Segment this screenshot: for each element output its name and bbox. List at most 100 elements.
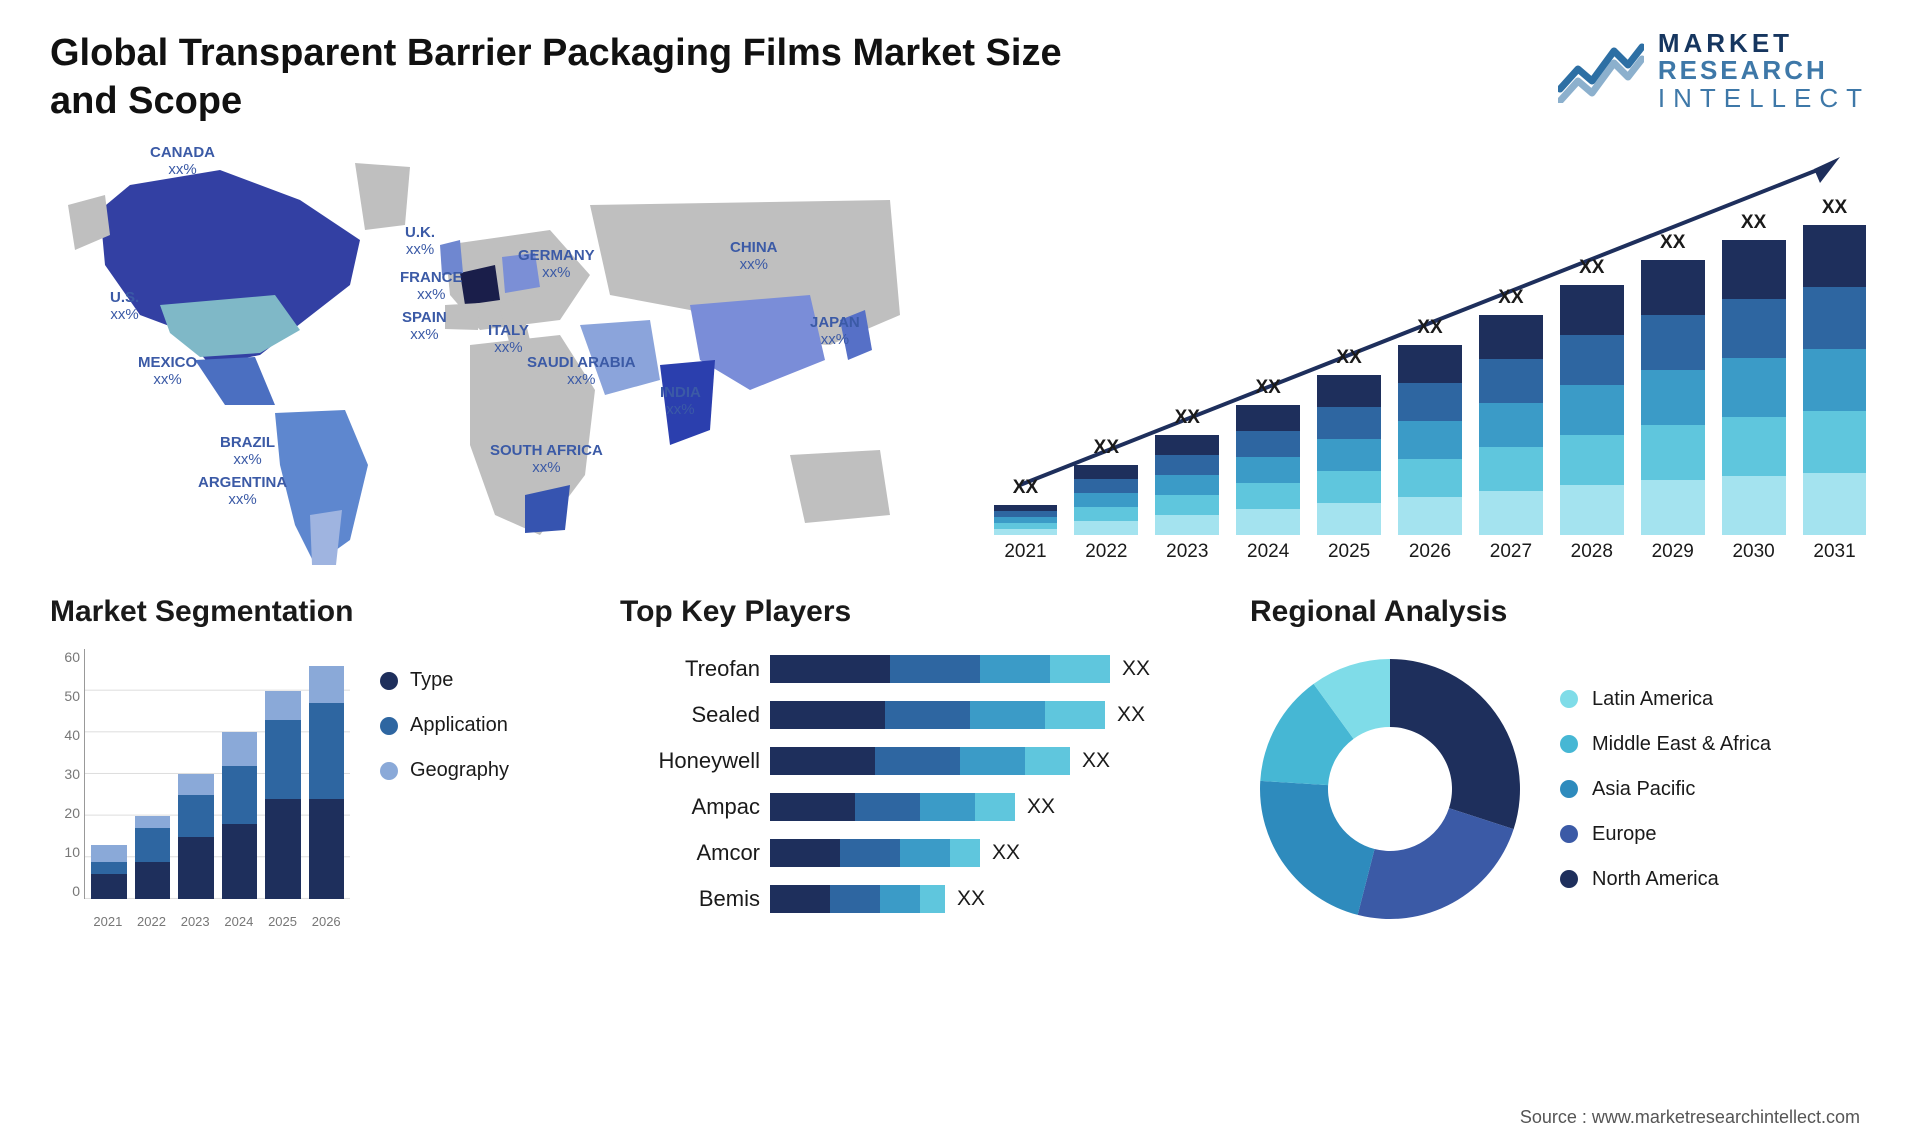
header: Global Transparent Barrier Packaging Fil…	[50, 30, 1870, 125]
map-label: SOUTH AFRICAxx%	[490, 443, 603, 476]
player-label: Treofan	[685, 655, 760, 683]
player-bar: XX	[770, 839, 1220, 867]
bar-year-label: 2022	[1085, 541, 1127, 563]
legend-item: North America	[1560, 868, 1771, 891]
regional-legend: Latin AmericaMiddle East & AfricaAsia Pa…	[1560, 688, 1771, 891]
brand-line-2: RESEARCH	[1658, 57, 1870, 84]
bar-year-label: 2026	[1409, 541, 1451, 563]
key-players-labels: TreofanSealedHoneywellAmpacAmcorBemis	[620, 655, 760, 913]
bar-value-label: XX	[1336, 347, 1361, 369]
player-value: XX	[1082, 749, 1110, 773]
player-value: XX	[957, 887, 985, 911]
map-label: MEXICOxx%	[138, 355, 197, 388]
segmentation-section: Market Segmentation 0102030405060 202120…	[50, 595, 590, 929]
brand-icon	[1558, 39, 1644, 103]
legend-item: Application	[380, 714, 509, 737]
map-label: CHINAxx%	[730, 240, 778, 273]
growth-bar: XX2025	[1314, 347, 1385, 535]
brand-line-3: INTELLECT	[1658, 85, 1870, 112]
segmentation-heading: Market Segmentation	[50, 595, 590, 629]
key-players-section: Top Key Players TreofanSealedHoneywellAm…	[620, 595, 1220, 929]
growth-bar: XX2028	[1556, 257, 1627, 535]
segmentation-bar	[135, 816, 171, 899]
world-map-panel: CANADAxx% U.S.xx% MEXICOxx% BRAZILxx% ARGENT…	[50, 145, 910, 575]
bar-year-label: 2031	[1813, 541, 1855, 563]
brand-logo: MARKET RESEARCH INTELLECT	[1558, 30, 1870, 112]
bar-value-label: XX	[1498, 287, 1523, 309]
map-label: SPAINxx%	[402, 310, 447, 343]
key-players-heading: Top Key Players	[620, 595, 1220, 629]
growth-bar: XX2031	[1799, 197, 1870, 535]
bar-value-label: XX	[1255, 377, 1280, 399]
segmentation-bar	[178, 774, 214, 899]
bottom-row: Market Segmentation 0102030405060 202120…	[50, 595, 1870, 929]
player-label: Amcor	[696, 839, 760, 867]
growth-bar: XX2029	[1637, 232, 1708, 535]
growth-bars: XX2021XX2022XX2023XX2024XX2025XX2026XX20…	[990, 215, 1870, 535]
bar-year-label: 2029	[1652, 541, 1694, 563]
growth-bar: XX2023	[1152, 407, 1223, 535]
player-bar: XX	[770, 655, 1220, 683]
bar-year-label: 2027	[1490, 541, 1532, 563]
bar-year-label: 2028	[1571, 541, 1613, 563]
bar-value-label: XX	[1579, 257, 1604, 279]
player-value: XX	[1027, 795, 1055, 819]
legend-item: Asia Pacific	[1560, 778, 1771, 801]
player-label: Bemis	[699, 885, 760, 913]
bar-value-label: XX	[1822, 197, 1847, 219]
source-label: Source : www.marketresearchintellect.com	[1520, 1107, 1860, 1128]
growth-bar: XX2030	[1718, 212, 1789, 535]
regional-section: Regional Analysis Latin AmericaMiddle Ea…	[1250, 595, 1870, 929]
top-row: CANADAxx% U.S.xx% MEXICOxx% BRAZILxx% ARGENT…	[50, 145, 1870, 575]
bar-value-label: XX	[1094, 437, 1119, 459]
growth-bar: XX2021	[990, 477, 1061, 535]
bar-year-label: 2021	[1004, 541, 1046, 563]
bar-value-label: XX	[1417, 317, 1442, 339]
segmentation-bar	[265, 691, 301, 899]
growth-bar: XX2027	[1475, 287, 1546, 535]
regional-heading: Regional Analysis	[1250, 595, 1870, 629]
legend-item: Europe	[1560, 823, 1771, 846]
donut-slice	[1358, 808, 1514, 919]
player-bar: XX	[770, 747, 1220, 775]
bar-year-label: 2023	[1166, 541, 1208, 563]
segmentation-legend: Type Application Geography	[380, 669, 509, 782]
brand-line-1: MARKET	[1658, 30, 1870, 57]
map-label: JAPANxx%	[810, 315, 860, 348]
segmentation-bar	[91, 845, 127, 899]
growth-bar: XX2026	[1395, 317, 1466, 535]
player-bar: XX	[770, 885, 1220, 913]
bar-year-label: 2024	[1247, 541, 1289, 563]
regional-donut	[1250, 649, 1530, 929]
legend-item: Middle East & Africa	[1560, 733, 1771, 756]
growth-bar: XX2024	[1233, 377, 1304, 535]
map-label: U.K.xx%	[405, 225, 435, 258]
map-label: BRAZILxx%	[220, 435, 275, 468]
player-value: XX	[1117, 703, 1145, 727]
map-label: CANADAxx%	[150, 145, 215, 178]
map-label: SAUDI ARABIAxx%	[527, 355, 636, 388]
bar-value-label: XX	[1013, 477, 1038, 499]
map-label: U.S.xx%	[110, 290, 139, 323]
growth-bar: XX2022	[1071, 437, 1142, 535]
map-label: ITALYxx%	[488, 323, 529, 356]
map-label: ARGENTINAxx%	[198, 475, 287, 508]
player-bar: XX	[770, 793, 1220, 821]
legend-item: Type	[380, 669, 509, 692]
bar-year-label: 2030	[1732, 541, 1774, 563]
segmentation-chart: 0102030405060 202120222023202420252026	[50, 649, 350, 929]
legend-item: Geography	[380, 759, 509, 782]
segmentation-bar	[309, 666, 345, 899]
player-label: Sealed	[691, 701, 760, 729]
map-label: INDIAxx%	[660, 385, 701, 418]
bar-value-label: XX	[1660, 232, 1685, 254]
key-players-bars: XX XX XX XX XX XX	[770, 655, 1220, 913]
player-label: Ampac	[692, 793, 760, 821]
player-bar: XX	[770, 701, 1220, 729]
segmentation-bar	[222, 732, 258, 899]
map-label: FRANCExx%	[400, 270, 463, 303]
player-value: XX	[1122, 657, 1150, 681]
bar-value-label: XX	[1741, 212, 1766, 234]
donut-slice	[1260, 781, 1375, 915]
bar-value-label: XX	[1175, 407, 1200, 429]
